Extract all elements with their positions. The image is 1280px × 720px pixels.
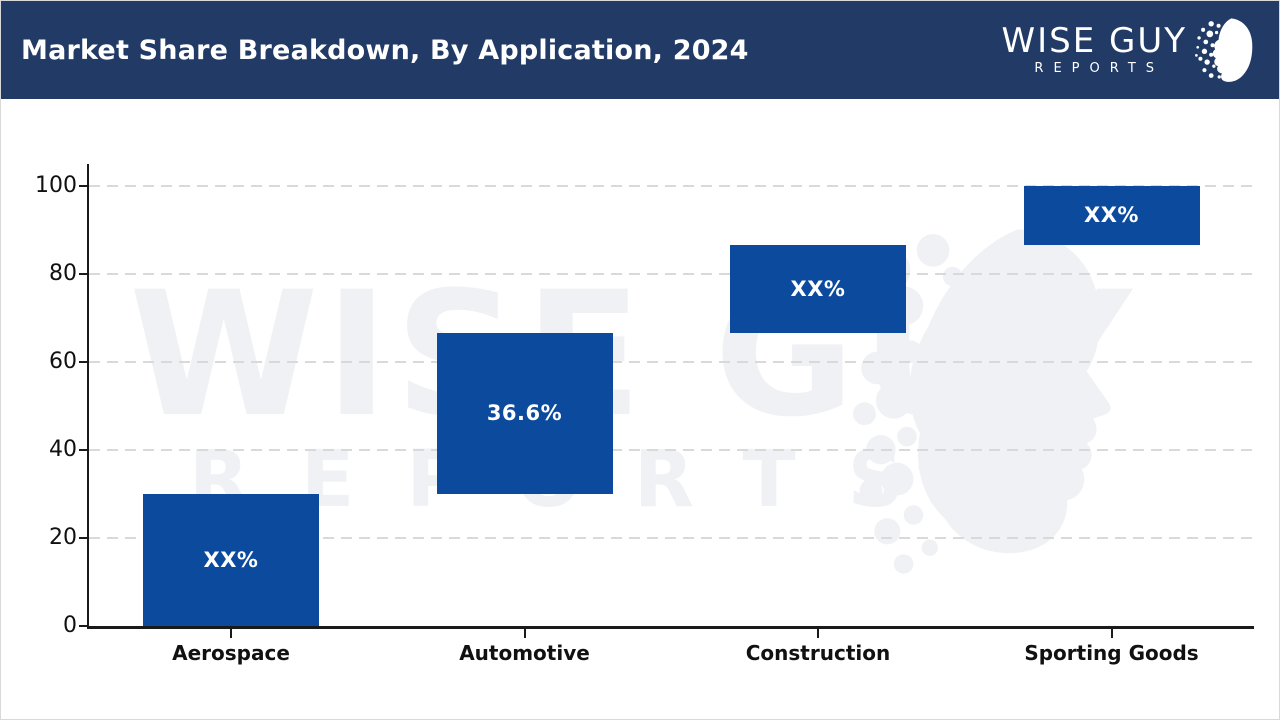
x-tick-label: Aerospace [172, 641, 290, 665]
x-tick-label: Sporting Goods [1024, 641, 1199, 665]
brand-logo: WISE GUY REPORTS [1001, 7, 1265, 93]
y-axis-line [87, 164, 89, 628]
y-axis-tick [79, 537, 87, 539]
gridline [89, 537, 1254, 539]
bar-value-label: XX% [1084, 203, 1139, 228]
brand-name: WISE GUY [1001, 21, 1187, 61]
bar-construction: XX% [730, 244, 906, 333]
bar-automotive: 36.6% [436, 332, 613, 494]
y-tick-label: 60 [49, 349, 77, 374]
brand-head-icon [1195, 18, 1253, 82]
y-tick-label: 20 [49, 525, 77, 550]
x-axis-tick [523, 629, 526, 638]
y-axis-tick [79, 361, 87, 363]
x-axis-line [87, 626, 1254, 629]
x-axis-tick [1110, 629, 1113, 638]
y-tick-label: 0 [63, 613, 77, 638]
y-tick-label: 80 [49, 261, 77, 286]
bar-value-label: 36.6% [486, 401, 563, 426]
y-tick-label: 100 [35, 173, 77, 198]
y-axis-tick [79, 625, 87, 627]
gridline [89, 449, 1254, 451]
gridline [89, 273, 1254, 275]
gridline [89, 185, 1254, 187]
x-axis-tick [817, 629, 819, 638]
gridline [89, 361, 1254, 363]
y-axis-tick [79, 449, 87, 451]
bar-sporting-goods: XX% [1023, 186, 1200, 245]
x-axis-tick [230, 629, 232, 638]
brand-subtitle: REPORTS [1034, 61, 1165, 76]
x-tick-label: Automotive [459, 641, 590, 665]
y-axis-tick [79, 185, 87, 187]
bar-value-label: XX% [203, 548, 259, 572]
y-tick-label: 40 [49, 437, 77, 462]
header-bar: Market Share Breakdown, By Application, … [1, 1, 1279, 99]
brand-text: WISE GUY REPORTS [1001, 24, 1187, 76]
y-axis-tick [79, 273, 87, 275]
x-tick-label: Construction [745, 641, 891, 665]
page-title: Market Share Breakdown, By Application, … [21, 34, 749, 66]
bar-value-label: XX% [790, 276, 846, 301]
bar-aerospace: XX% [143, 494, 319, 626]
